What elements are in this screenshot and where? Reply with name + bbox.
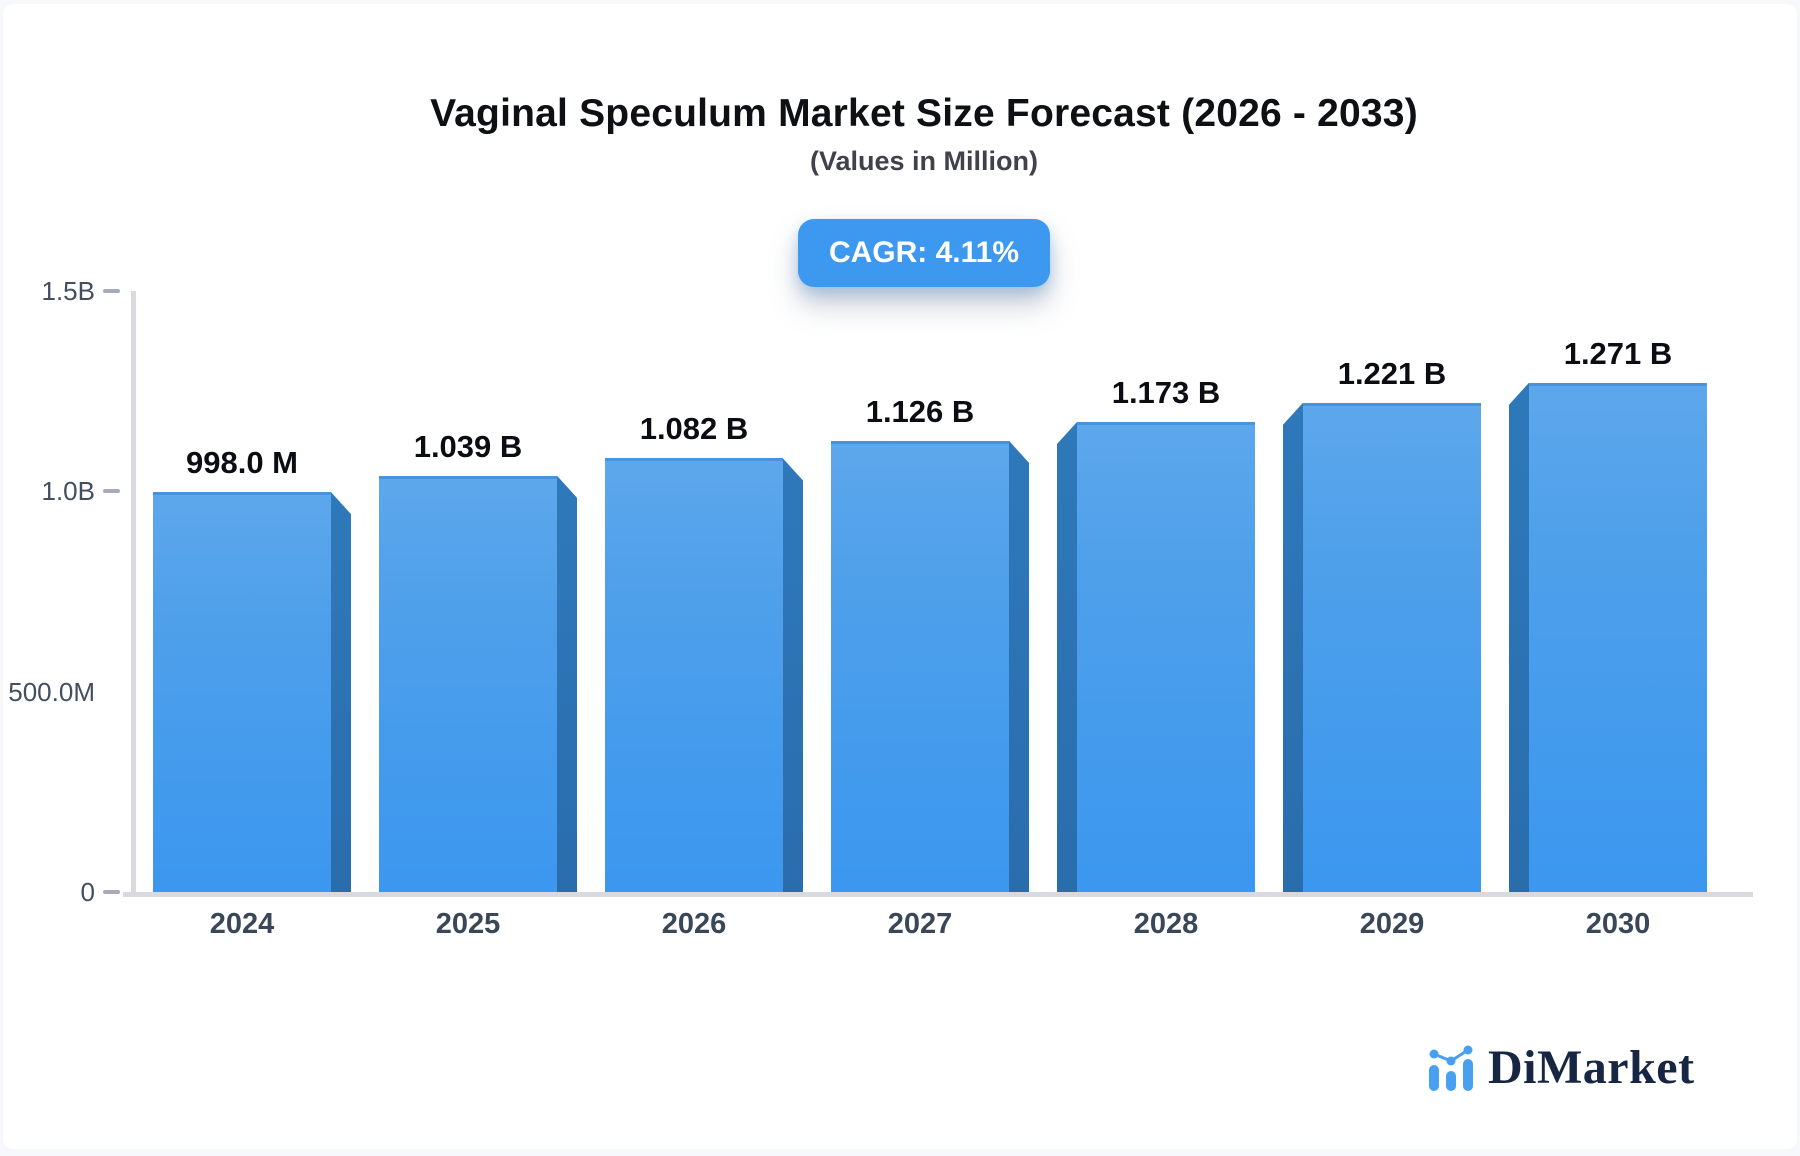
bar-2026: [605, 458, 803, 892]
page-title: Vaginal Speculum Market Size Forecast (2…: [430, 92, 1418, 135]
bar-2025: [379, 475, 577, 892]
bar-face[interactable]: [379, 475, 557, 892]
x-axis-label: 2026: [661, 908, 727, 940]
bar-depth-side: [1009, 440, 1029, 892]
bar-face[interactable]: [1077, 422, 1255, 892]
bar-face[interactable]: [831, 440, 1009, 892]
bar-value-label: 1.221 B: [1337, 355, 1447, 391]
y-axis-tick-mark: [103, 890, 120, 894]
bar-chart: 1.5B 1.0B 500.0M 0 998.0 M 2024 1.039 B 2025 1.…: [3, 4, 1797, 1149]
y-axis-tick-label: 500.0M: [8, 676, 95, 707]
y-axis-tick-label: 1.5B: [41, 276, 96, 306]
x-axis-label: 2024: [209, 908, 275, 940]
bar-face[interactable]: [1303, 402, 1481, 892]
y-axis-line: [131, 291, 136, 894]
bar-2024: [153, 492, 351, 892]
bar-depth-side: [1509, 382, 1529, 892]
x-axis-baseline: [123, 892, 1753, 897]
brand-logo: DiMarket: [1428, 1042, 1695, 1094]
y-axis-tick-label: 0: [80, 877, 95, 907]
x-axis-label: 2027: [887, 908, 953, 940]
bar-value-label: 1.082 B: [639, 411, 749, 447]
bar-value-label: 1.126 B: [865, 393, 975, 429]
bar-depth-side: [1057, 422, 1077, 892]
y-axis-tick-label: 1.0B: [41, 476, 96, 507]
bar-value-label: 1.039 B: [413, 428, 523, 464]
bar-depth-side: [783, 458, 803, 892]
bar-2030: [1509, 382, 1707, 892]
chart-card: Vaginal Speculum Market Size Forecast (2…: [3, 4, 1797, 1149]
y-axis-tick-mark: [103, 489, 120, 494]
cagr-badge: CAGR: 4.11%: [797, 219, 1051, 287]
brand-name: DiMarket: [1488, 1041, 1695, 1094]
page-subtitle: (Values in Million): [809, 146, 1039, 176]
x-axis-label: 2029: [1359, 908, 1425, 940]
bar-2027: [831, 440, 1029, 892]
bar-depth-side: [1283, 402, 1303, 892]
x-axis-label: 2030: [1585, 908, 1651, 940]
chart-header: Vaginal Speculum Market Size Forecast (2…: [51, 4, 1797, 287]
x-axis-label: 2025: [435, 908, 501, 940]
bar-face[interactable]: [1529, 382, 1707, 892]
bar-face[interactable]: [153, 492, 331, 892]
bar-face[interactable]: [605, 458, 783, 892]
bar-chart-trend-icon: [1429, 1045, 1473, 1091]
bar-value-label: 1.271 B: [1563, 335, 1673, 371]
bar-value-label: 998.0 M: [185, 445, 298, 481]
bar-depth-side: [331, 492, 351, 892]
bar-depth-side: [557, 475, 577, 892]
x-axis-label: 2028: [1133, 908, 1199, 940]
bar-value-label: 1.173 B: [1111, 375, 1221, 411]
y-axis-tick-mark: [103, 289, 120, 293]
bar-2028: [1057, 422, 1255, 892]
bar-2029: [1283, 402, 1481, 892]
